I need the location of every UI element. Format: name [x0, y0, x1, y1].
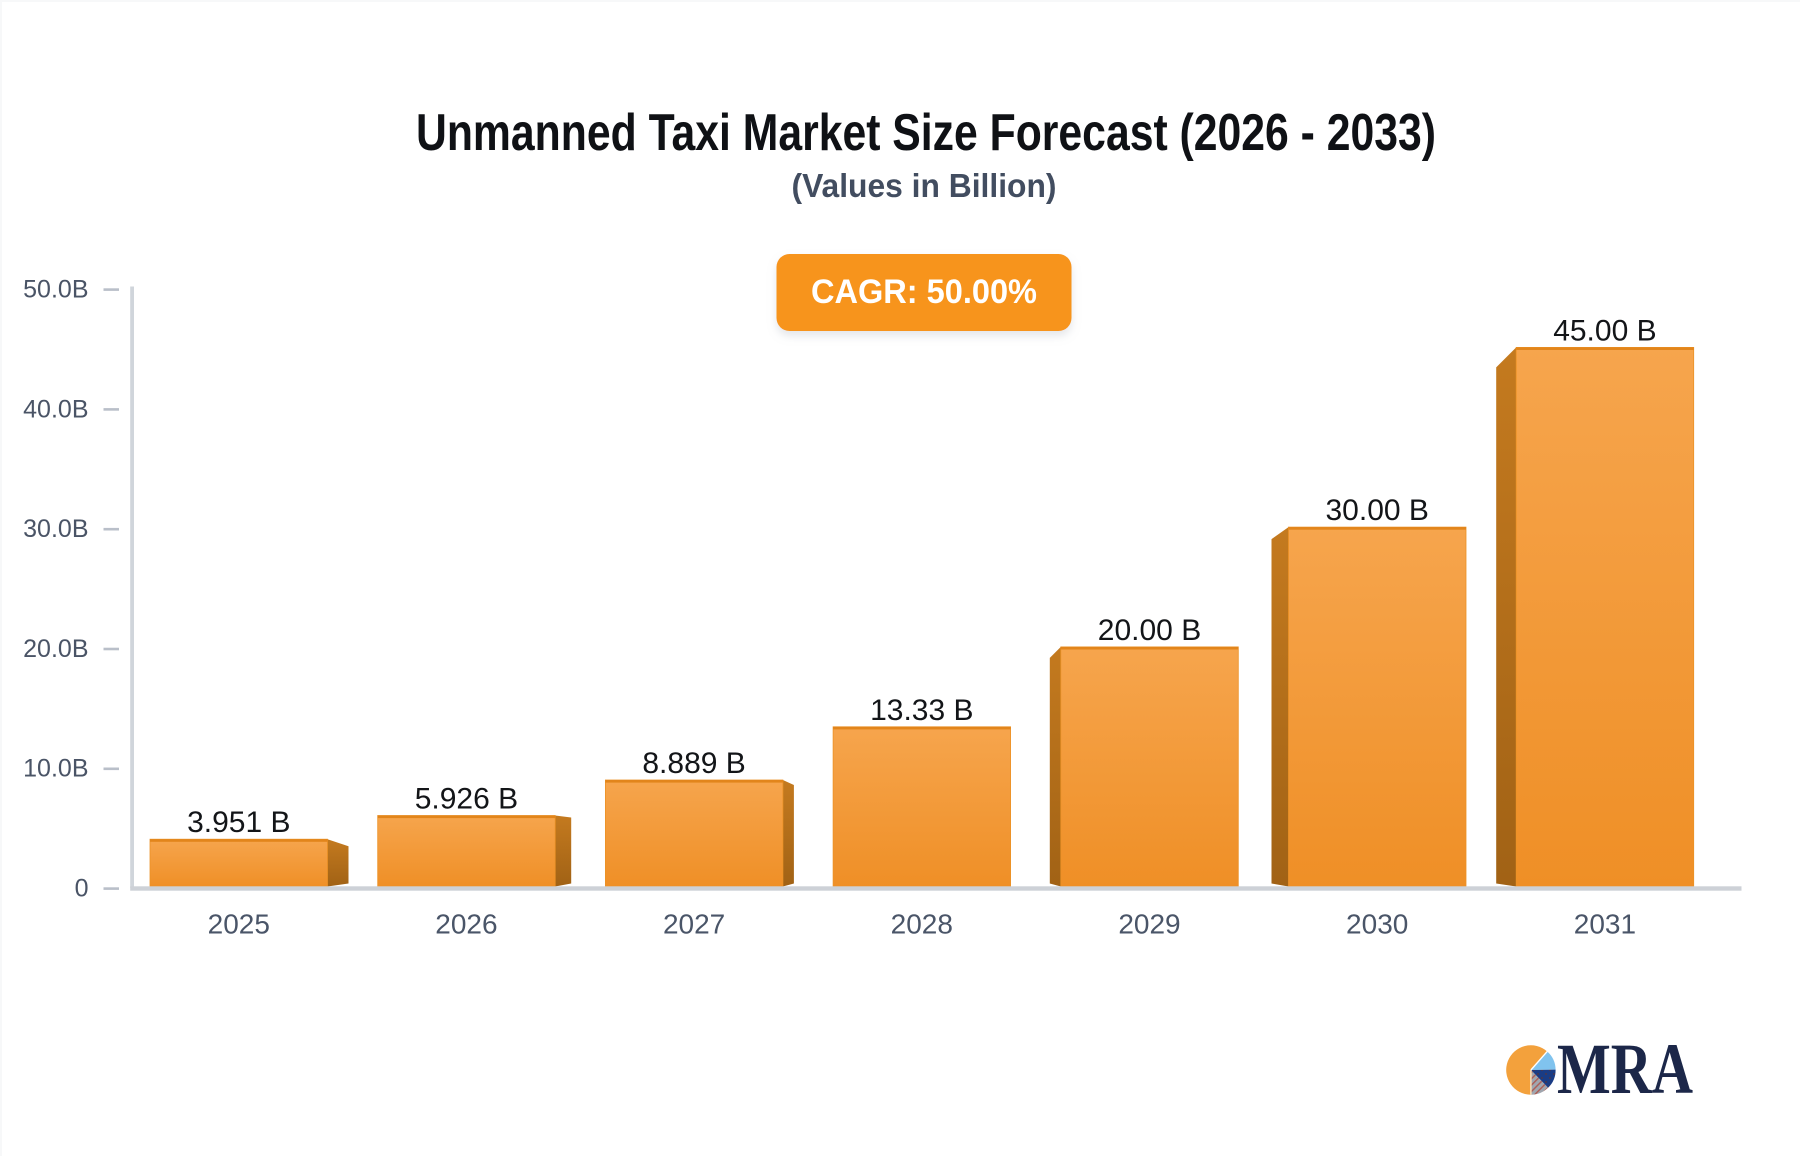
svg-text:20.0B: 20.0B: [23, 635, 88, 663]
svg-text:2026: 2026: [435, 909, 497, 940]
svg-text:10.0B: 10.0B: [23, 755, 88, 783]
svg-text:5.926 B: 5.926 B: [415, 783, 518, 816]
svg-text:CAGR: 50.00%: CAGR: 50.00%: [811, 273, 1037, 311]
svg-text:2025: 2025: [208, 909, 270, 940]
svg-text:0: 0: [75, 875, 89, 903]
svg-text:50.0B: 50.0B: [23, 276, 88, 304]
svg-text:MRA: MRA: [1557, 1029, 1693, 1109]
svg-text:(Values in Billion): (Values in Billion): [792, 167, 1057, 204]
svg-text:40.0B: 40.0B: [23, 395, 88, 423]
svg-text:Unmanned Taxi Market Size Fore: Unmanned Taxi Market Size Forecast (2026…: [416, 104, 1436, 162]
svg-text:20.00 B: 20.00 B: [1098, 614, 1201, 647]
svg-text:45.00 B: 45.00 B: [1553, 314, 1656, 347]
svg-text:8.889 B: 8.889 B: [642, 747, 745, 780]
svg-text:2028: 2028: [891, 909, 953, 940]
svg-text:2027: 2027: [663, 909, 725, 940]
svg-text:13.33 B: 13.33 B: [870, 694, 973, 727]
svg-text:2030: 2030: [1346, 909, 1408, 940]
svg-text:3.951 B: 3.951 B: [187, 806, 290, 839]
svg-text:2031: 2031: [1574, 909, 1636, 940]
svg-text:2029: 2029: [1118, 909, 1180, 940]
svg-text:30.0B: 30.0B: [23, 515, 88, 543]
svg-text:30.00 B: 30.00 B: [1325, 494, 1428, 527]
